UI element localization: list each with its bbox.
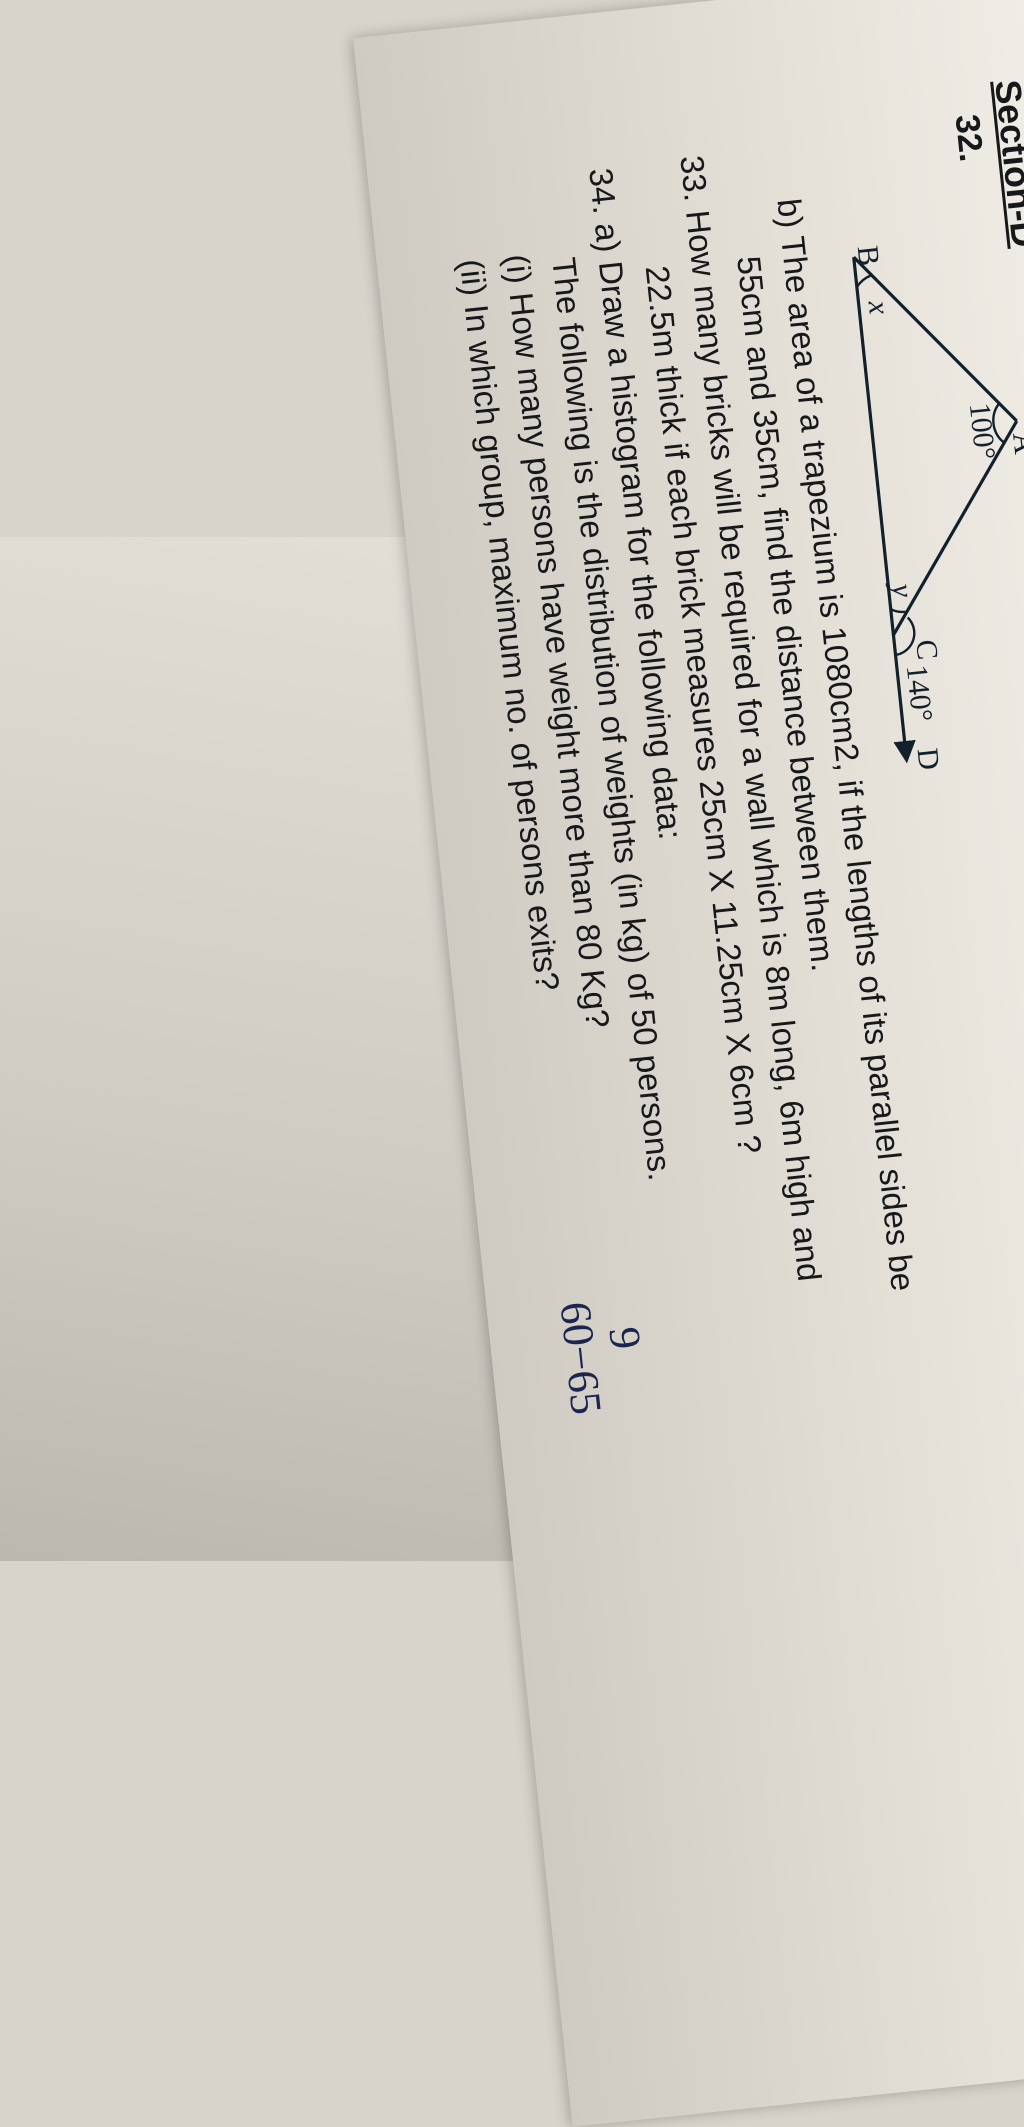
arc-x (856, 275, 872, 287)
vertex-A-label: A (1006, 431, 1024, 456)
arc-y (891, 608, 907, 614)
edge-AC (873, 421, 1024, 635)
page-container: Section-D 32. (0, 537, 1024, 1561)
angle-140-label: 140° (900, 663, 939, 723)
vertex-D-label: D (911, 746, 946, 771)
hand-answer-ii: 60−65 (550, 1299, 613, 1417)
angle-100-label: 100° (963, 401, 1002, 461)
exam-paper: Section-D 32. (353, 0, 1024, 2127)
q32-number: 32. (943, 112, 994, 164)
hand-answer-i: 9 (598, 1324, 651, 1351)
vertex-C-label: C (909, 638, 944, 661)
edge-BD (854, 257, 906, 754)
vertex-B-label: B (851, 244, 886, 267)
angle-x-label: x (861, 298, 895, 316)
